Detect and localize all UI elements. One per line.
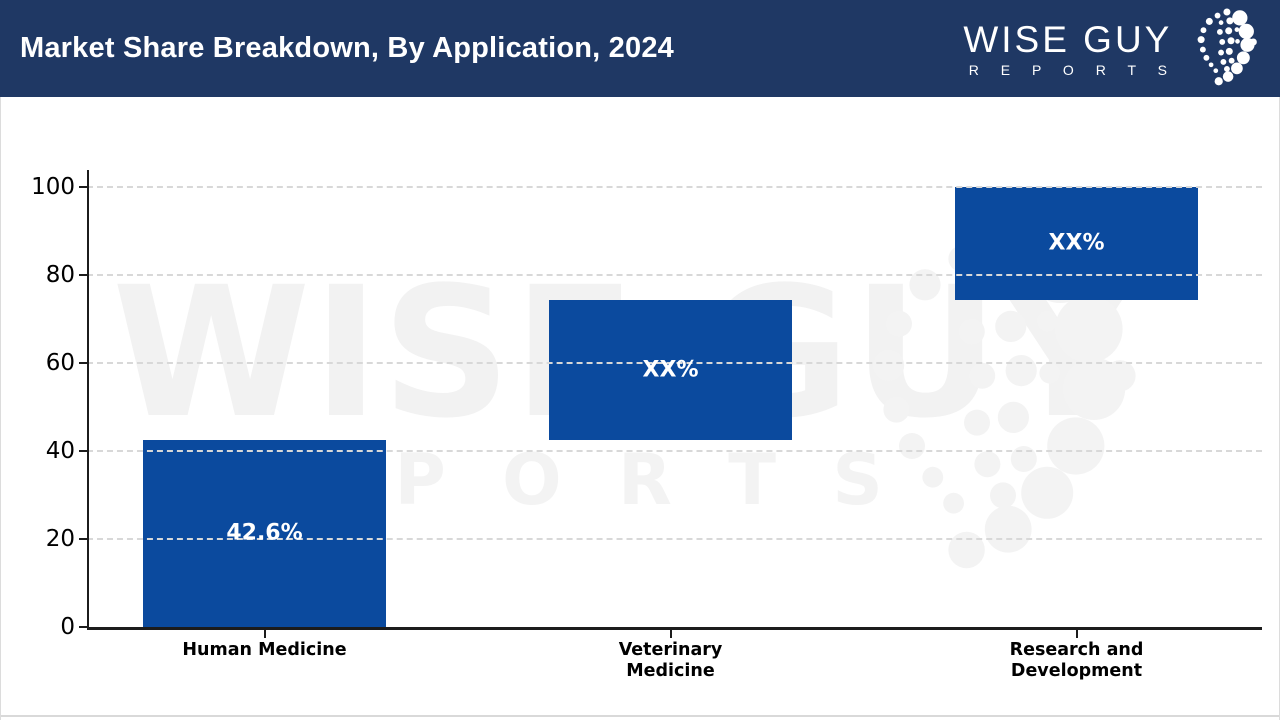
- x-tick-mark-1: [263, 630, 266, 638]
- x-tick-mark-2: [669, 630, 672, 638]
- y-tick-mark-80: [79, 274, 87, 276]
- category-label-3: Research and Development: [1009, 640, 1144, 682]
- gridline-y20: [87, 538, 1262, 540]
- y-tick-label-100: 100: [31, 174, 75, 200]
- y-axis-line: [87, 170, 89, 629]
- bar-1: [143, 439, 386, 627]
- logo-wordmark: WISE GUY: [963, 19, 1173, 60]
- bar-value-label: XX%: [642, 357, 699, 383]
- y-tick-label-80: 80: [45, 262, 75, 288]
- logo-text: WISE GUY R E P O R T S: [960, 21, 1176, 77]
- y-tick-label-20: 20: [45, 526, 75, 552]
- gridline-y80: [87, 274, 1262, 276]
- y-tick-mark-100: [79, 186, 87, 188]
- bar-2: [549, 299, 792, 440]
- category-label-2: Veterinary Medicine: [618, 640, 723, 682]
- y-tick-mark-20: [79, 538, 87, 540]
- category-label-1: Human Medicine: [182, 640, 347, 660]
- y-tick-mark-40: [79, 450, 87, 452]
- bottom-divider: [0, 715, 1280, 717]
- logo-subtext: R E P O R T S: [968, 62, 1176, 78]
- y-tick-mark-0: [79, 626, 87, 628]
- x-tick-mark-3: [1075, 630, 1078, 638]
- y-tick-label-40: 40: [45, 438, 75, 464]
- gridline-y40: [87, 450, 1262, 452]
- left-edge-divider: [0, 97, 1, 720]
- header-bar: Market Share Breakdown, By Application, …: [0, 0, 1280, 97]
- y-tick-mark-60: [79, 362, 87, 364]
- chart-title: Market Share Breakdown, By Application, …: [20, 32, 674, 64]
- bar-value-label: 42.6%: [226, 520, 303, 546]
- x-axis-line: [87, 627, 1262, 630]
- wiseguy-logo: WISE GUY R E P O R T S: [960, 4, 1266, 94]
- gridline-y100: [87, 186, 1262, 188]
- y-tick-label-60: 60: [45, 350, 75, 376]
- bar-value-label: XX%: [1048, 230, 1105, 256]
- gridline-y60: [87, 362, 1262, 364]
- y-tick-label-0: 0: [60, 614, 75, 640]
